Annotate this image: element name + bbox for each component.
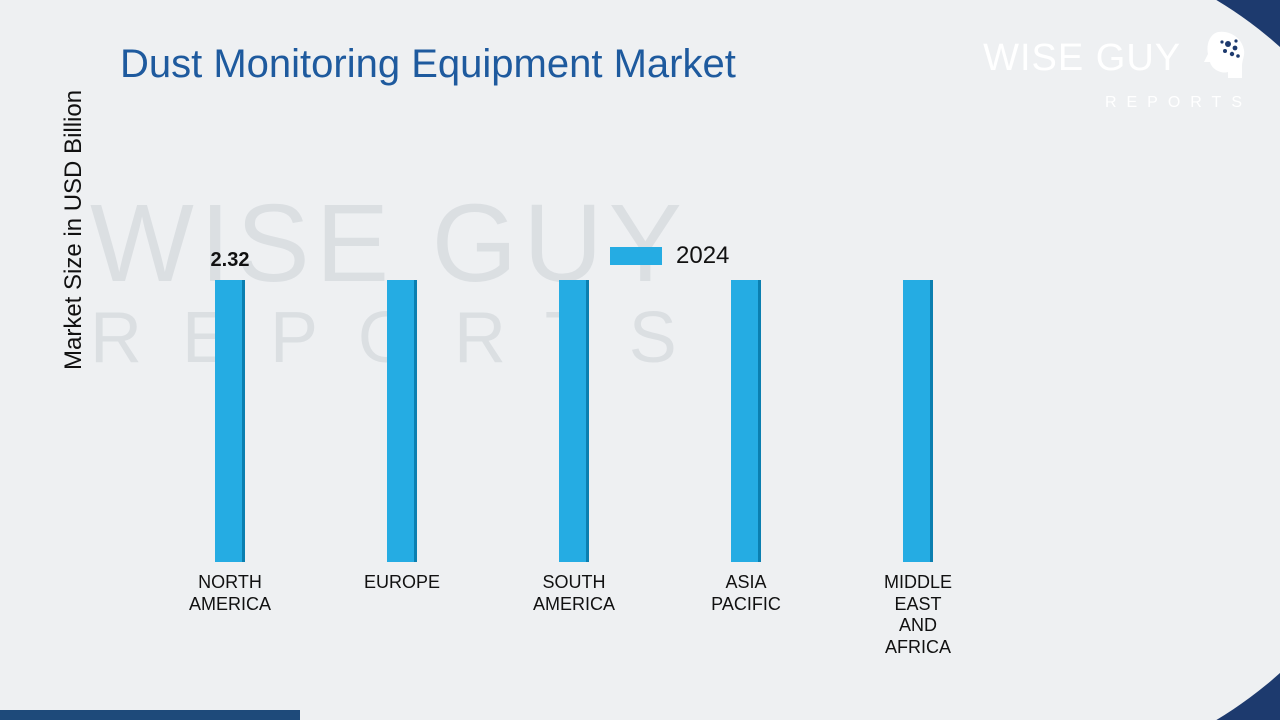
bar: [559, 280, 589, 562]
bottom-accent-bar: [0, 710, 300, 720]
category-label: SOUTH AMERICA: [533, 572, 615, 615]
chart-legend: 2024: [610, 242, 729, 270]
bar: [215, 280, 245, 562]
brain-head-icon: [1198, 28, 1252, 92]
category-label: MIDDLE EAST AND AFRICA: [884, 572, 952, 658]
bar-chart: Market Size in USD Billion 2024 2.32NORT…: [100, 150, 960, 590]
brand-word-wise: WISE: [983, 37, 1084, 79]
category-label: EUROPE: [364, 572, 440, 594]
brand-logo: WISE GUY REPORTS: [983, 28, 1252, 112]
chart-title: Dust Monitoring Equipment Market: [120, 42, 736, 87]
brand-word-guy: GUY: [1096, 37, 1181, 79]
legend-label: 2024: [676, 242, 729, 270]
legend-swatch: [610, 247, 662, 265]
bar: [903, 280, 933, 562]
bar: [731, 280, 761, 562]
bar: [387, 280, 417, 562]
category-label: ASIA PACIFIC: [711, 572, 781, 615]
brand-logo-line1: WISE GUY: [983, 28, 1252, 92]
y-axis-label: Market Size in USD Billion: [60, 90, 88, 370]
brand-logo-line2: REPORTS: [983, 94, 1252, 112]
bar-value-label: 2.32: [211, 249, 250, 272]
plot-area: 2.32NORTH AMERICAEUROPESOUTH AMERICAASIA…: [130, 280, 950, 562]
category-label: NORTH AMERICA: [189, 572, 271, 615]
